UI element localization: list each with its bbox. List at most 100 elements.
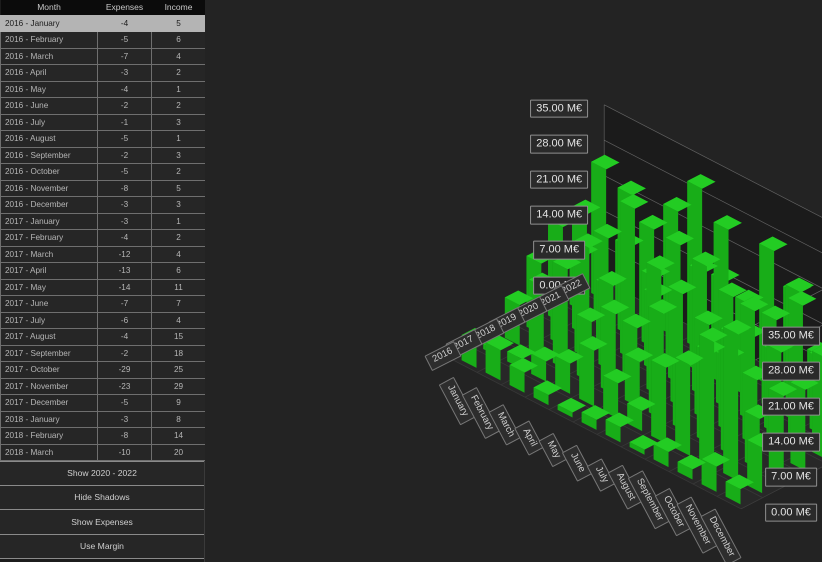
cell-month: 2016 - October bbox=[0, 163, 98, 181]
value-tick-right-1: 7.00 M€ bbox=[765, 468, 817, 487]
table-row[interactable]: 2016 - May -4 1 bbox=[0, 80, 206, 98]
cell-income: 11 bbox=[151, 278, 206, 296]
cell-expenses: -10 bbox=[97, 443, 152, 461]
cell-expenses: -7 bbox=[97, 47, 152, 65]
table-row[interactable]: 2018 - February -8 14 bbox=[0, 427, 206, 445]
chart-bar bbox=[600, 299, 630, 396]
sidebar-button-show-expenses[interactable]: Show Expenses bbox=[0, 510, 204, 535]
cell-income: 4 bbox=[151, 311, 206, 329]
table-row[interactable]: 2016 - October -5 2 bbox=[0, 163, 206, 181]
cell-expenses: -3 bbox=[97, 64, 152, 82]
table-header: Month Expenses Income bbox=[0, 0, 206, 15]
cell-month: 2016 - September bbox=[0, 146, 98, 164]
table-row[interactable]: 2017 - February -4 2 bbox=[0, 229, 206, 247]
cell-expenses: -8 bbox=[97, 427, 152, 445]
chart-bar bbox=[699, 327, 728, 469]
cell-income: 7 bbox=[151, 295, 206, 313]
table-header-row: Month Expenses Income bbox=[0, 0, 206, 15]
chart-bar bbox=[509, 357, 538, 393]
cell-expenses: -29 bbox=[97, 361, 152, 379]
cell-expenses: -8 bbox=[97, 179, 152, 197]
cell-expenses: -2 bbox=[97, 146, 152, 164]
table-row[interactable]: 2016 - August -5 1 bbox=[0, 130, 206, 148]
table-row[interactable]: 2016 - September -2 3 bbox=[0, 146, 206, 164]
value-tick-right-4: 28.00 M€ bbox=[762, 362, 820, 381]
cell-expenses: -23 bbox=[97, 377, 152, 395]
cell-income: 8 bbox=[151, 410, 206, 428]
table-row[interactable]: 2017 - July -6 4 bbox=[0, 311, 206, 329]
cell-month: 2017 - August bbox=[0, 328, 98, 346]
finance-data-table[interactable]: Month Expenses Income 2016 - January -4 5 2… bbox=[0, 0, 206, 461]
chart-bar bbox=[557, 397, 586, 418]
cell-expenses: -1 bbox=[97, 113, 152, 131]
chart-bar bbox=[624, 347, 654, 408]
table-row[interactable]: 2016 - February -5 6 bbox=[0, 31, 206, 49]
cell-income: 9 bbox=[151, 394, 206, 412]
cell-income: 3 bbox=[151, 113, 206, 131]
cell-month: 2017 - October bbox=[0, 361, 98, 379]
cell-income: 25 bbox=[151, 361, 206, 379]
table-row[interactable]: 2017 - November -23 29 bbox=[0, 377, 206, 395]
table-row[interactable]: 2016 - January -4 5 bbox=[0, 14, 206, 32]
cell-income: 29 bbox=[151, 377, 206, 395]
table-row[interactable]: 2017 - October -29 25 bbox=[0, 361, 206, 379]
table-row[interactable]: 2016 - November -8 5 bbox=[0, 179, 206, 197]
cell-month: 2017 - November bbox=[0, 377, 98, 395]
cell-expenses: -7 bbox=[97, 295, 152, 313]
cell-expenses: -3 bbox=[97, 410, 152, 428]
table-row[interactable]: 2017 - June -7 7 bbox=[0, 295, 206, 313]
chart-3d-container[interactable]: 0.00 M€0.00 M€7.00 M€7.00 M€14.00 M€14.0… bbox=[205, 0, 822, 562]
cell-expenses: -6 bbox=[97, 311, 152, 329]
cell-expenses: -5 bbox=[97, 163, 152, 181]
table-row[interactable]: 2017 - April -13 6 bbox=[0, 262, 206, 280]
sidebar-button-use-margin[interactable]: Use Margin bbox=[0, 534, 204, 559]
cell-income: 4 bbox=[151, 245, 206, 263]
table-row[interactable]: 2016 - July -1 3 bbox=[0, 113, 206, 131]
chart-bar bbox=[651, 353, 680, 444]
value-tick-left-4: 28.00 M€ bbox=[530, 134, 589, 154]
cell-income: 2 bbox=[151, 64, 206, 82]
sidebar-panel: Month Expenses Income 2016 - January -4 5 2… bbox=[0, 0, 206, 562]
value-tick-left-3: 21.00 M€ bbox=[530, 170, 589, 189]
cell-expenses: -5 bbox=[97, 130, 152, 148]
cell-income: 2 bbox=[151, 229, 206, 247]
table-row[interactable]: 2018 - March -10 20 bbox=[0, 443, 206, 461]
table-row[interactable]: 2016 - March -7 4 bbox=[0, 47, 206, 65]
table-row[interactable]: 2016 - June -2 2 bbox=[0, 97, 206, 115]
chart-bar bbox=[581, 405, 610, 430]
cell-month: 2018 - February bbox=[0, 427, 98, 445]
table-row[interactable]: 2017 - March -12 4 bbox=[0, 245, 206, 263]
table-row[interactable]: 2017 - August -4 15 bbox=[0, 328, 206, 346]
chart-bar bbox=[555, 348, 584, 394]
cell-income: 1 bbox=[151, 212, 206, 230]
sidebar-button-show-2020-2022[interactable]: Show 2020 - 2022 bbox=[0, 461, 204, 486]
cell-expenses: -5 bbox=[97, 31, 152, 49]
table-row[interactable]: 2017 - December -5 9 bbox=[0, 394, 206, 412]
sidebar-button-hide-shadows[interactable]: Hide Shadows bbox=[0, 485, 204, 510]
cell-month: 2016 - February bbox=[0, 31, 98, 49]
column-header-month[interactable]: Month bbox=[0, 0, 98, 15]
cell-month: 2017 - February bbox=[0, 229, 98, 247]
table-row[interactable]: 2017 - May -14 11 bbox=[0, 278, 206, 296]
cell-income: 14 bbox=[151, 427, 206, 445]
table-row[interactable]: 2018 - January -3 8 bbox=[0, 410, 206, 428]
table-row[interactable]: 2017 - January -3 1 bbox=[0, 212, 206, 230]
table-body: 2016 - January -4 5 2016 - February -5 6 2016 … bbox=[0, 14, 206, 461]
chart-bar bbox=[579, 336, 608, 407]
column-header-expenses[interactable]: Expenses bbox=[97, 0, 152, 15]
cell-income: 4 bbox=[151, 47, 206, 65]
cell-month: 2017 - December bbox=[0, 394, 98, 412]
column-header-income[interactable]: Income bbox=[151, 0, 206, 15]
cell-month: 2016 - April bbox=[0, 64, 98, 82]
cell-month: 2017 - June bbox=[0, 295, 98, 313]
value-tick-right-5: 35.00 M€ bbox=[762, 326, 820, 346]
chart-bar bbox=[653, 437, 682, 468]
cell-income: 6 bbox=[151, 31, 206, 49]
cell-expenses: -13 bbox=[97, 262, 152, 280]
table-row[interactable]: 2016 - December -3 3 bbox=[0, 196, 206, 214]
table-row[interactable]: 2016 - April -3 2 bbox=[0, 64, 206, 82]
chart-3d-scene[interactable] bbox=[205, 0, 822, 562]
cell-expenses: -4 bbox=[97, 14, 152, 32]
table-row[interactable]: 2017 - September -2 18 bbox=[0, 344, 206, 362]
